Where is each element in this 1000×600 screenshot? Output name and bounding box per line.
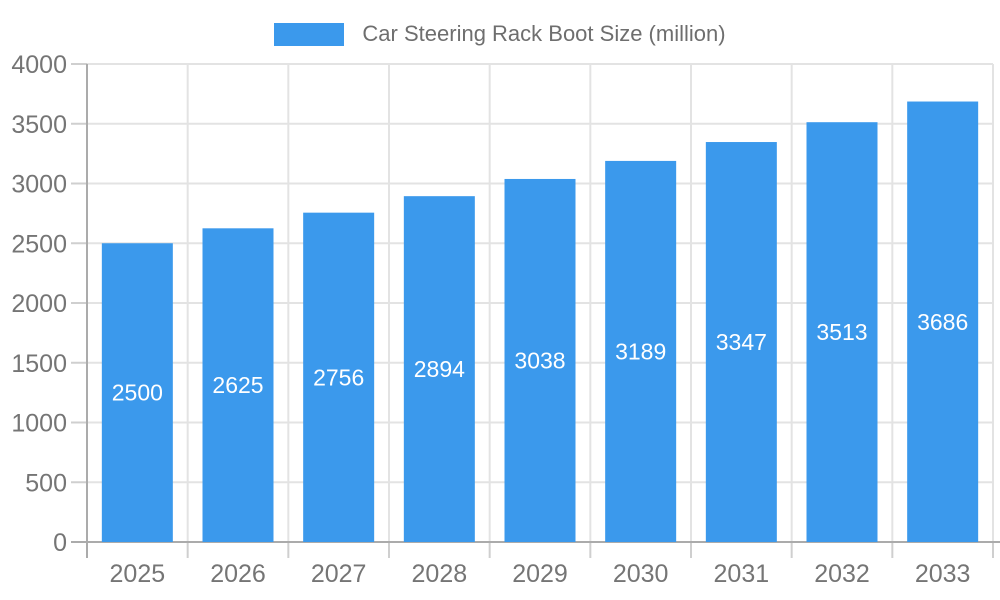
x-axis-label: 2028	[412, 560, 468, 588]
x-axis-label: 2029	[512, 560, 568, 588]
x-axis-label: 2033	[915, 560, 971, 588]
y-axis-label: 500	[25, 469, 67, 497]
legend-item[interactable]: Car Steering Rack Boot Size (million)	[274, 21, 726, 47]
bar-value-label: 3513	[816, 319, 867, 345]
bar-value-label: 2625	[212, 372, 263, 398]
bar-2027[interactable]	[303, 212, 375, 542]
bar-2031[interactable]	[705, 142, 777, 542]
y-axis-label: 0	[53, 529, 67, 557]
bar-2032[interactable]	[806, 122, 878, 542]
bar-2030[interactable]	[605, 160, 677, 543]
y-axis-label: 3000	[11, 171, 67, 199]
x-axis-label: 2027	[311, 560, 367, 588]
y-axis-label: 2500	[11, 230, 67, 258]
bar-value-label: 3686	[917, 309, 968, 335]
legend-label: Car Steering Rack Boot Size (million)	[362, 21, 726, 46]
y-axis-label: 1500	[11, 350, 67, 378]
chart-legend: Car Steering Rack Boot Size (million)	[0, 21, 1000, 47]
bar-value-label: 3347	[716, 329, 767, 355]
y-axis-label: 2000	[11, 290, 67, 318]
bar-value-label: 2894	[414, 356, 465, 382]
bar-2026[interactable]	[202, 228, 274, 542]
x-axis-label: 2032	[814, 560, 870, 588]
x-axis-label: 2026	[210, 560, 266, 588]
x-axis-label: 2031	[714, 560, 770, 588]
y-axis-label: 4000	[11, 51, 67, 79]
bar-value-label: 3038	[514, 347, 565, 373]
x-axis-label: 2025	[110, 560, 166, 588]
y-axis-label: 3500	[11, 111, 67, 139]
bar-2033[interactable]	[907, 101, 979, 542]
bar-2029[interactable]	[504, 178, 576, 543]
bar-value-label: 2500	[112, 380, 163, 406]
y-axis-label: 1000	[11, 410, 67, 438]
legend-swatch-icon	[274, 22, 345, 46]
x-axis-label: 2030	[613, 560, 669, 588]
bar-value-label: 2756	[313, 364, 364, 390]
bar-2028[interactable]	[403, 196, 475, 543]
bar-value-label: 3189	[615, 338, 666, 364]
bar-2025[interactable]	[101, 243, 173, 542]
